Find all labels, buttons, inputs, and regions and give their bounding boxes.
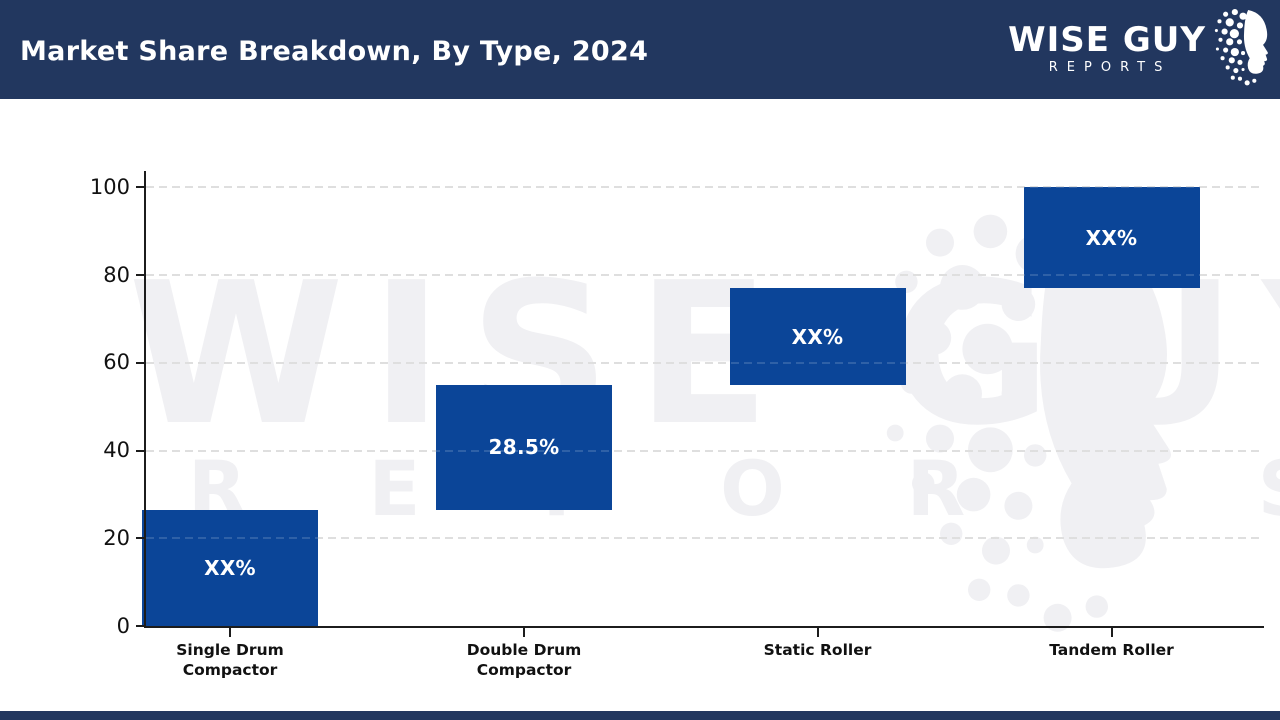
- y-axis-tick-label: 60: [103, 350, 130, 375]
- y-axis-tick-label: 20: [103, 525, 130, 550]
- gridline-overlay: [146, 186, 1264, 189]
- bar-segment: 28.5%: [436, 384, 612, 510]
- bar-segment: XX%: [729, 288, 906, 385]
- category-label: Double Drum Compactor: [466, 641, 582, 680]
- logo-brand-subtitle: REPORTS: [1048, 59, 1172, 75]
- footer-bar: [0, 711, 1280, 720]
- y-axis-tick-label: 0: [116, 613, 130, 638]
- x-axis-line: [144, 626, 1264, 628]
- y-axis-tick: [136, 449, 145, 452]
- category-label: Tandem Roller: [1049, 641, 1174, 659]
- y-axis-tick: [136, 274, 145, 277]
- y-axis-tick-label: 100: [89, 174, 130, 199]
- bar-segment: XX%: [142, 509, 318, 626]
- y-axis-tick: [136, 186, 145, 189]
- logo-text: WISE GUY REPORTS: [1008, 20, 1206, 75]
- gridline: [146, 537, 1264, 540]
- y-axis-tick: [136, 537, 145, 540]
- bar-segment: XX%: [1023, 187, 1200, 289]
- y-axis-line: [144, 171, 146, 628]
- gridline-overlay: [146, 274, 1264, 277]
- y-axis-tick: [136, 361, 145, 364]
- gridline: [146, 361, 1264, 364]
- logo-brand-name: WISE GUY: [1008, 20, 1206, 61]
- gridline-overlay: [146, 537, 1264, 540]
- gridline-overlay: [146, 449, 1264, 452]
- bar-value-label: XX%: [791, 324, 844, 349]
- y-axis-tick-label: 40: [103, 438, 130, 463]
- wiseguy-logo: WISE GUY REPORTS: [1008, 8, 1274, 90]
- gridline-overlay: [146, 361, 1264, 364]
- chart-title: Market Share Breakdown, By Type, 2024: [20, 36, 649, 67]
- bar-value-label: XX%: [1085, 225, 1138, 250]
- gridline: [146, 186, 1264, 189]
- gridline: [146, 449, 1264, 452]
- category-label: Single Drum Compactor: [176, 641, 284, 680]
- x-axis-tick: [523, 628, 525, 637]
- wiseguy-face-icon: [1214, 9, 1268, 86]
- x-axis-tick: [816, 628, 819, 637]
- bar-value-label: XX%: [204, 555, 256, 580]
- category-label: Static Roller: [763, 641, 872, 659]
- y-axis-tick: [136, 625, 145, 627]
- x-axis-tick: [229, 628, 231, 637]
- bar-value-label: 28.5%: [488, 435, 560, 460]
- gridline: [146, 274, 1264, 277]
- x-axis-tick: [1110, 628, 1113, 637]
- header-bar: Market Share Breakdown, By Type, 2024 WI…: [0, 0, 1280, 99]
- y-axis-tick-label: 80: [103, 262, 130, 287]
